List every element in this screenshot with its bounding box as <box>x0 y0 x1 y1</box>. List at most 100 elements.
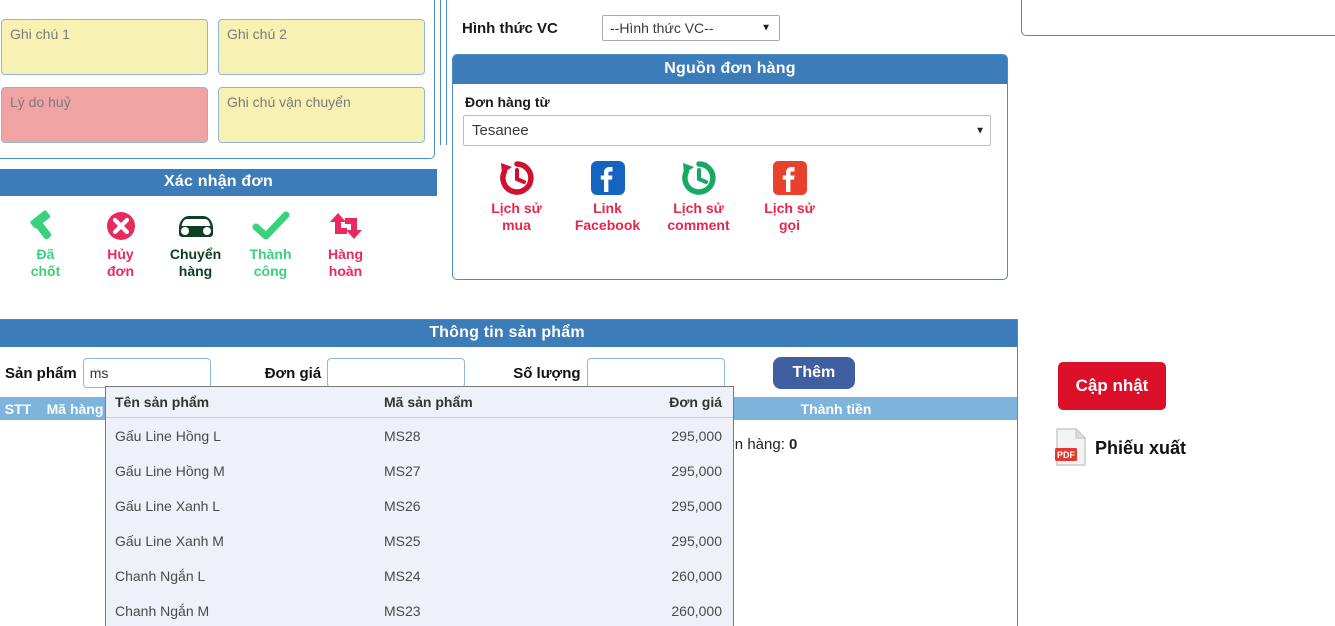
price-label: Đơn giá <box>264 364 322 382</box>
svg-text:PDF: PDF <box>1057 450 1076 460</box>
product-panel-right-rule <box>1017 319 1018 626</box>
order-confirm-actions: Đã chốt Hủy đơn <box>0 196 437 280</box>
history-green-icon <box>653 156 744 200</box>
notes-grid <box>0 19 436 155</box>
action-huy-don-line2: đơn <box>106 263 135 279</box>
ac-item-name: Gấu Line Hồng M <box>115 463 225 479</box>
product-search-input[interactable] <box>82 358 211 388</box>
hammer-icon <box>8 206 83 246</box>
add-product-button[interactable]: Thêm <box>772 357 856 389</box>
link-lich-su-goi-line1: Lịch sử <box>764 200 815 216</box>
product-info-title: Thông tin sản phẩm <box>0 320 1017 347</box>
ac-item-price: 295,000 <box>671 498 722 514</box>
order-total-value: 0 <box>789 436 798 453</box>
link-lich-su-comment[interactable]: Lịch sử comment <box>653 156 744 234</box>
ac-item-code: MS26 <box>384 498 421 514</box>
action-thanh-cong-line1: Thành <box>249 246 292 262</box>
order-from-select-wrap: Tesanee ▼ <box>463 115 997 146</box>
ac-col-ten: Tên sản phẩm <box>115 394 210 410</box>
order-source-body: Đơn hàng từ Tesanee ▼ Lịch sử <box>453 84 1007 242</box>
shipping-method-select-wrap: --Hình thức VC-- ▼ <box>602 15 780 41</box>
history-red-icon <box>471 156 562 200</box>
ac-item-code: MS25 <box>384 533 421 549</box>
ac-item-code: MS23 <box>384 603 421 619</box>
link-lich-su-mua-line1: Lịch sử <box>491 200 542 216</box>
car-icon <box>158 206 233 246</box>
action-chuyen-hang[interactable]: Chuyển hàng <box>158 206 233 280</box>
action-huy-don[interactable]: Hủy đơn <box>83 206 158 280</box>
action-thanh-cong[interactable]: Thành công <box>233 206 308 280</box>
action-hang-hoan-line1: Hàng <box>328 246 363 262</box>
link-lich-su-comment-line1: Lịch sử <box>673 200 724 216</box>
link-lich-su-goi-line2: gọi <box>779 217 800 233</box>
shipping-method-select[interactable]: --Hình thức VC-- <box>602 15 780 41</box>
autocomplete-item-1[interactable]: Gấu Line Hồng M MS27 295,000 <box>106 453 733 488</box>
action-hang-hoan[interactable]: Hàng hoàn <box>308 206 383 280</box>
link-facebook-line1: Link <box>593 200 622 216</box>
link-lich-su-mua[interactable]: Lịch sử mua <box>471 156 562 234</box>
order-source-panel: Nguồn đơn hàng Đơn hàng từ Tesanee ▼ <box>452 54 1008 280</box>
link-facebook[interactable]: Link Facebook <box>562 156 653 234</box>
ac-item-code: MS27 <box>384 463 421 479</box>
link-facebook-line2: Facebook <box>574 217 641 233</box>
notes-row-1 <box>0 19 436 87</box>
autocomplete-item-5[interactable]: Chanh Ngắn M MS23 260,000 <box>106 593 733 626</box>
quantity-input[interactable] <box>586 358 725 388</box>
ghi-chu-2-field[interactable] <box>218 19 425 75</box>
order-source-title: Nguồn đơn hàng <box>453 55 1007 84</box>
ac-item-code: MS24 <box>384 568 421 584</box>
link-lich-su-goi[interactable]: Lịch sử gọi <box>744 156 835 234</box>
order-from-select[interactable]: Tesanee <box>463 115 991 146</box>
notes-row-2 <box>0 87 436 155</box>
ac-item-price: 295,000 <box>671 428 722 444</box>
ac-col-gia: Đơn giá <box>669 394 722 410</box>
product-autocomplete-dropdown[interactable]: Tên sản phẩm Mã sản phẩm Đơn giá Gấu Lin… <box>105 386 734 626</box>
autocomplete-item-4[interactable]: Chanh Ngắn L MS24 260,000 <box>106 558 733 593</box>
autocomplete-item-2[interactable]: Gấu Line Xanh L MS26 295,000 <box>106 488 733 523</box>
action-hang-hoan-line2: hoàn <box>328 263 363 279</box>
export-pdf-link[interactable]: PDF Phiếu xuất <box>1055 427 1186 469</box>
ac-item-name: Gấu Line Xanh M <box>115 533 224 549</box>
action-da-chot[interactable]: Đã chốt <box>8 206 83 280</box>
qty-label: Số lượng <box>513 364 581 382</box>
action-chuyen-hang-line1: Chuyển <box>169 246 222 262</box>
order-from-label: Đơn hàng từ <box>465 94 550 110</box>
shipping-method-label: Hình thức VC <box>462 19 558 37</box>
link-lich-su-comment-line2: comment <box>667 217 730 233</box>
action-da-chot-line1: Đã <box>36 246 55 262</box>
autocomplete-list: Gấu Line Hồng L MS28 295,000 Gấu Line Hồ… <box>106 418 733 626</box>
col-stt: STT <box>4 400 32 417</box>
cancel-x-icon <box>83 206 158 246</box>
ac-col-ma: Mã sản phẩm <box>384 394 473 410</box>
autocomplete-item-3[interactable]: Gấu Line Xanh M MS25 295,000 <box>106 523 733 558</box>
col-thanh-tien: Thành tiền <box>800 400 872 417</box>
product-entry-form: Sản phẩm Đơn giá Số lượng Thêm <box>0 347 1017 397</box>
check-icon <box>233 206 308 246</box>
link-lich-su-mua-line2: mua <box>502 217 531 233</box>
col-ma-hang: Mã hàng <box>46 400 104 417</box>
action-thanh-cong-line2: công <box>253 263 288 279</box>
ac-item-price: 295,000 <box>671 533 722 549</box>
ghi-chu-1-field[interactable] <box>1 19 208 75</box>
ac-item-name: Gấu Line Hồng L <box>115 428 221 444</box>
update-button[interactable]: Cập nhật <box>1058 362 1166 410</box>
ly-do-huy-field[interactable] <box>1 87 208 143</box>
ac-item-name: Gấu Line Xanh L <box>115 498 221 514</box>
ac-item-name: Chanh Ngắn M <box>115 603 210 619</box>
product-label: Sản phẩm <box>5 364 77 382</box>
order-confirm-title: Xác nhận đơn <box>0 169 437 196</box>
ac-item-price: 295,000 <box>671 463 722 479</box>
ac-item-name: Chanh Ngắn L <box>115 568 206 584</box>
panel-divider-rule <box>440 0 441 145</box>
autocomplete-item-0[interactable]: Gấu Line Hồng L MS28 295,000 <box>106 418 733 453</box>
action-chuyen-hang-line2: hàng <box>178 263 213 279</box>
shipping-method-row: Hình thức VC --Hình thức VC-- ▼ <box>462 15 780 41</box>
ghi-chu-van-chuyen-field[interactable] <box>218 87 425 143</box>
notes-panel <box>0 0 435 159</box>
order-source-links: Lịch sử mua Link Facebook <box>463 156 997 234</box>
unit-price-input[interactable] <box>327 358 466 388</box>
autocomplete-header: Tên sản phẩm Mã sản phẩm Đơn giá <box>106 387 733 418</box>
ac-item-code: MS28 <box>384 428 421 444</box>
action-huy-don-line1: Hủy <box>107 246 134 262</box>
